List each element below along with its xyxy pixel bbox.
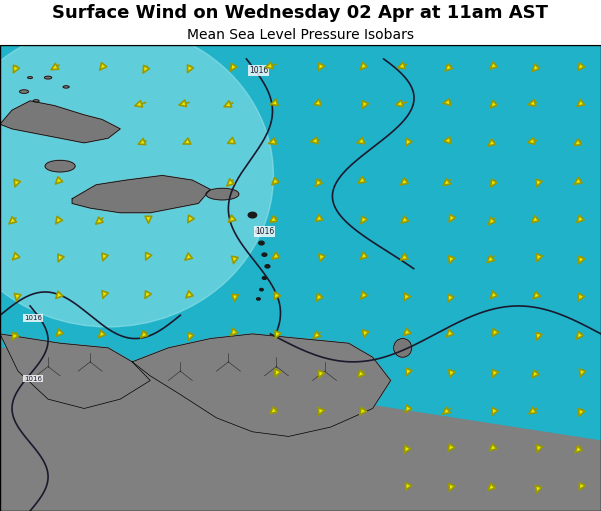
Ellipse shape	[63, 86, 69, 88]
Ellipse shape	[28, 77, 32, 79]
Ellipse shape	[394, 339, 412, 357]
Ellipse shape	[45, 160, 75, 172]
Text: 1016: 1016	[24, 315, 42, 321]
Text: Surface Wind on Wednesday 02 Apr at 11am AST: Surface Wind on Wednesday 02 Apr at 11am…	[52, 4, 549, 21]
Ellipse shape	[260, 289, 263, 291]
Text: Mean Sea Level Pressure Isobars: Mean Sea Level Pressure Isobars	[187, 28, 414, 42]
Text: 1016: 1016	[24, 376, 42, 382]
Ellipse shape	[248, 212, 257, 218]
Ellipse shape	[258, 241, 264, 245]
Ellipse shape	[0, 24, 273, 327]
Ellipse shape	[265, 265, 270, 268]
Polygon shape	[0, 348, 601, 511]
Ellipse shape	[19, 90, 29, 94]
Polygon shape	[0, 101, 120, 143]
Ellipse shape	[206, 188, 239, 200]
Ellipse shape	[255, 229, 261, 234]
Polygon shape	[132, 334, 391, 436]
Ellipse shape	[44, 76, 52, 79]
Polygon shape	[72, 175, 210, 213]
Text: 1016: 1016	[249, 66, 268, 75]
Ellipse shape	[257, 298, 260, 300]
Ellipse shape	[33, 100, 39, 102]
Ellipse shape	[262, 253, 267, 257]
Ellipse shape	[262, 276, 267, 280]
Text: 1016: 1016	[255, 227, 274, 236]
Polygon shape	[0, 334, 150, 408]
